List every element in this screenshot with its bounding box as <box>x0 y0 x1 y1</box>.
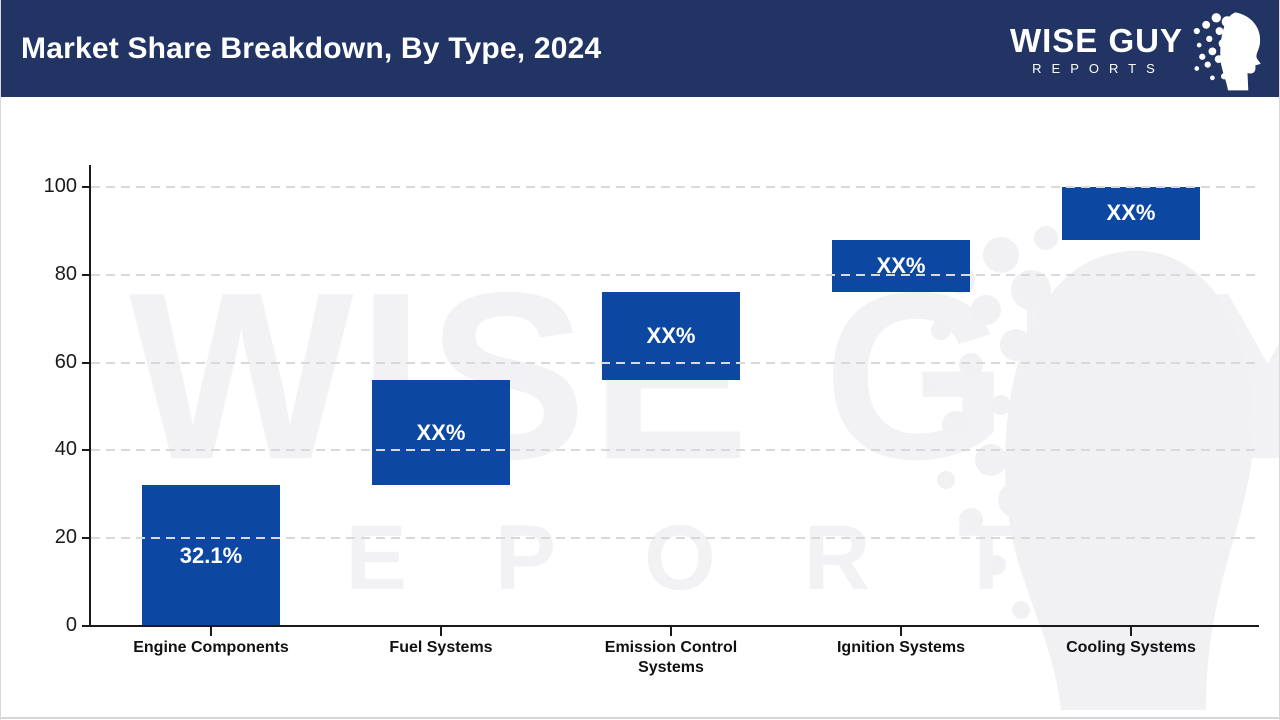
y-tick-label-80: 80 <box>54 262 77 285</box>
bar-engine-components: 32.1% <box>142 485 280 626</box>
gridline-60 <box>91 361 1257 364</box>
bar-value-label: 32.1% <box>179 542 243 568</box>
y-tick-mark <box>82 625 89 627</box>
y-tick-label-40: 40 <box>54 438 77 461</box>
watermark-head-icon <box>923 226 1254 710</box>
y-axis-line <box>89 165 91 627</box>
y-tick-label-20: 20 <box>54 526 77 549</box>
bar-cooling-systems: XX% <box>1062 187 1200 240</box>
gridline-20 <box>91 537 1257 540</box>
x-tick-label-engine-components: Engine Components <box>133 639 289 656</box>
x-tick-mark <box>210 627 212 636</box>
page-title: Market Share Breakdown, By Type, 2024 <box>21 31 602 65</box>
logo-name: WISE GUY <box>1009 21 1183 59</box>
bottom-divider <box>1 717 1279 719</box>
y-tick-label-100: 100 <box>43 175 77 197</box>
x-tick-mark <box>670 627 672 636</box>
x-tick-label-ignition-systems: Ignition Systems <box>836 639 966 656</box>
y-tick-mark <box>82 537 89 540</box>
y-tick-mark <box>82 361 89 364</box>
gridline-100 <box>91 186 1257 188</box>
y-tick-mark <box>82 273 89 276</box>
x-tick-mark <box>440 627 442 636</box>
bar-value-label: XX% <box>646 323 696 349</box>
gridline-80 <box>91 273 1257 276</box>
bar-emission-control-systems: XX% <box>602 292 740 381</box>
x-tick-label-cooling-systems: Cooling Systems <box>1066 639 1196 656</box>
bar-fuel-systems: XX% <box>372 380 510 486</box>
logo-sub: REPORTS <box>1032 60 1165 76</box>
x-tick-label-fuel-systems: Fuel Systems <box>389 639 493 656</box>
y-tick-mark <box>82 449 89 452</box>
logo-head-icon <box>1193 12 1261 91</box>
header-bar: Market Share Breakdown, By Type, 2024 WI… <box>1 0 1279 97</box>
bar-chart: 32.1% Engine Components XX% Fuel Systems XX%… <box>1 97 1279 720</box>
x-axis-line <box>89 625 1259 627</box>
bar-ignition-systems: XX% <box>832 239 970 293</box>
logo-text: WISE GUY REPORTS <box>1010 24 1183 75</box>
logo: WISE GUY REPORTS <box>1010 4 1267 94</box>
x-tick-mark <box>1130 627 1132 636</box>
x-tick-mark <box>900 627 902 636</box>
x-tick-label-emission-control-systems: Emission Control Systems <box>604 639 738 676</box>
y-tick-label-0: 0 <box>65 614 77 636</box>
bar-value-label: XX% <box>1106 200 1156 226</box>
y-tick-label-60: 60 <box>54 350 77 373</box>
gridline-40 <box>91 449 1257 452</box>
y-tick-mark <box>82 186 89 188</box>
bar-value-label: XX% <box>416 419 466 445</box>
